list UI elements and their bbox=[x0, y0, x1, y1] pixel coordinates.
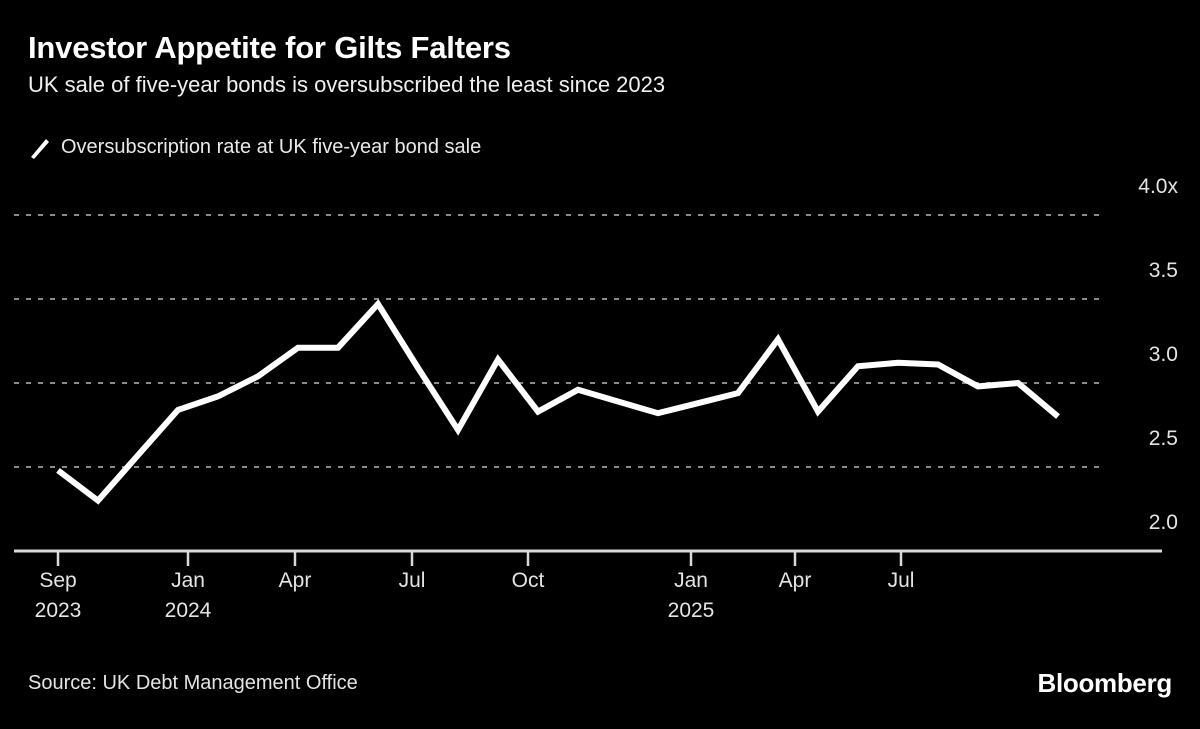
x-tick-label-2024-04: Apr bbox=[279, 566, 312, 596]
legend-label: Oversubscription rate at UK five-year bo… bbox=[61, 136, 482, 158]
x-tick-year: 2025 bbox=[667, 598, 715, 622]
x-tick-label-2025-07: Jul bbox=[888, 566, 915, 596]
chart-header: Investor Appetite for Gilts Falters UK s… bbox=[28, 30, 1168, 98]
x-axis-labels: Sep 2023 Jan 2024 Apr Jul Oct Jan 2025 A… bbox=[0, 566, 1200, 646]
chart-subtitle: UK sale of five-year bonds is oversubscr… bbox=[28, 71, 666, 97]
axis-ticks bbox=[56, 551, 903, 566]
x-tick-month: Apr bbox=[778, 569, 812, 592]
x-tick-month: Jan bbox=[674, 569, 708, 592]
x-tick-month: Apr bbox=[278, 569, 312, 592]
x-tick-month: Sep bbox=[39, 569, 77, 592]
chart-legend: Oversubscription rate at UK five-year bo… bbox=[28, 136, 481, 159]
chart-footer: Source: UK Debt Management Office Bloomb… bbox=[0, 660, 1200, 729]
x-tick-label-2024-07: Jul bbox=[399, 566, 426, 596]
x-tick-month: Jan bbox=[171, 569, 205, 592]
x-tick-month: Oct bbox=[511, 569, 545, 592]
x-tick-label-2024-10: Oct bbox=[512, 566, 545, 596]
bloomberg-logo: Bloomberg bbox=[1037, 668, 1172, 698]
x-tick-month: Jul bbox=[398, 569, 426, 592]
x-axis bbox=[14, 549, 1162, 566]
x-tick-label-2024-01: Jan 2024 bbox=[165, 566, 212, 626]
series-group bbox=[56, 299, 1060, 505]
x-tick-year: 2023 bbox=[34, 598, 82, 622]
x-tick-label-2025-04: Apr bbox=[779, 566, 812, 596]
x-tick-year: 2024 bbox=[164, 598, 212, 622]
x-tick-label-2025-01: Jan 2025 bbox=[668, 566, 715, 626]
x-tick-label-2023-09: Sep 2023 bbox=[35, 566, 82, 626]
gridlines bbox=[14, 214, 1100, 468]
x-tick-month: Jul bbox=[887, 569, 915, 592]
page-title: Investor Appetite for Gilts Falters bbox=[28, 30, 511, 65]
source-note: Source: UK Debt Management Office bbox=[28, 672, 358, 694]
line-slash-icon bbox=[28, 137, 50, 159]
series-line-oversubscription-rate bbox=[56, 299, 1060, 505]
